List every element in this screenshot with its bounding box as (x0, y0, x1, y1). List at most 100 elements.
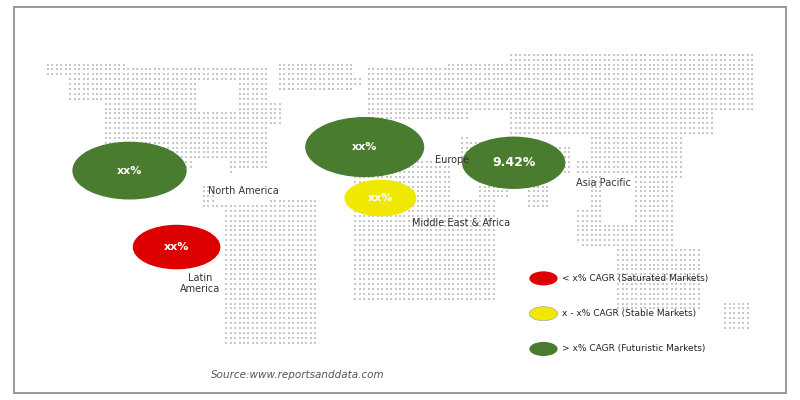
Point (376, 218, 389, 224)
Point (626, 261, 638, 268)
Point (465, 242, 478, 248)
Point (634, 281, 647, 287)
Point (741, 305, 754, 312)
Point (487, 252, 500, 258)
Point (233, 261, 246, 268)
Point (362, 66, 375, 73)
Point (598, 232, 611, 238)
Point (149, 100, 162, 107)
Point (206, 144, 219, 151)
Point (362, 149, 375, 156)
Point (638, 174, 651, 180)
Point (158, 115, 170, 122)
Point (255, 115, 268, 122)
Point (482, 291, 495, 297)
Point (576, 232, 589, 238)
Point (269, 256, 282, 263)
Point (496, 76, 509, 82)
Point (380, 247, 393, 253)
Point (621, 115, 634, 122)
Point (371, 178, 384, 185)
Point (291, 247, 304, 253)
Point (184, 81, 197, 87)
Point (274, 86, 286, 92)
Point (264, 208, 277, 214)
Point (233, 71, 246, 78)
Point (407, 188, 420, 195)
Point (274, 315, 286, 322)
Point (189, 110, 202, 116)
Point (630, 110, 642, 116)
Point (371, 247, 384, 253)
Point (242, 86, 255, 92)
Point (242, 115, 255, 122)
Point (523, 105, 536, 112)
Point (402, 96, 415, 102)
Point (99, 140, 112, 146)
Point (286, 310, 299, 316)
Point (224, 325, 237, 331)
Point (300, 203, 313, 209)
Point (238, 149, 250, 156)
Point (398, 198, 411, 204)
Point (697, 96, 710, 102)
Point (229, 320, 242, 326)
Point (492, 149, 505, 156)
Point (233, 232, 246, 238)
Point (558, 76, 571, 82)
Point (545, 56, 558, 63)
Point (118, 115, 130, 122)
Point (385, 213, 398, 219)
Point (541, 76, 554, 82)
Point (385, 237, 398, 243)
Point (215, 76, 228, 82)
Point (242, 105, 255, 112)
Point (385, 66, 398, 73)
Point (255, 261, 268, 268)
Point (166, 154, 179, 160)
Point (184, 130, 197, 136)
Point (638, 218, 651, 224)
Point (362, 140, 375, 146)
Point (634, 208, 647, 214)
Point (647, 193, 660, 200)
Point (251, 208, 264, 214)
Point (563, 130, 576, 136)
Point (581, 125, 594, 131)
Point (572, 208, 585, 214)
Point (692, 256, 705, 263)
Point (430, 281, 442, 287)
Point (719, 52, 732, 58)
Point (523, 66, 536, 73)
Point (402, 169, 415, 175)
Point (541, 62, 554, 68)
Point (657, 159, 670, 165)
Point (162, 134, 174, 141)
Point (380, 276, 393, 282)
Point (286, 76, 299, 82)
Point (496, 149, 509, 156)
Point (416, 203, 429, 209)
Point (657, 134, 670, 141)
Point (229, 252, 242, 258)
Point (470, 71, 482, 78)
Point (688, 276, 701, 282)
Point (376, 222, 389, 229)
Point (652, 105, 665, 112)
Point (442, 276, 455, 282)
Point (701, 105, 714, 112)
Point (385, 261, 398, 268)
Point (322, 66, 335, 73)
Point (64, 62, 77, 68)
Point (470, 242, 482, 248)
Point (634, 134, 647, 141)
Point (590, 193, 602, 200)
Point (626, 140, 638, 146)
Point (282, 232, 295, 238)
Point (688, 305, 701, 312)
Point (492, 91, 505, 97)
Point (180, 86, 193, 92)
Point (657, 237, 670, 243)
Point (376, 81, 389, 87)
Point (567, 115, 580, 122)
